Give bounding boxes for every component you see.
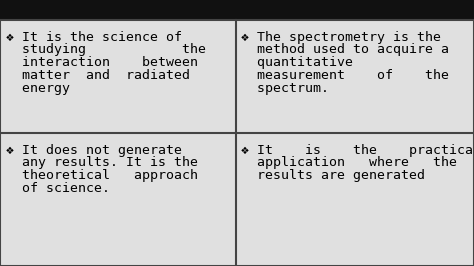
Text: energy: energy [6,82,70,95]
Text: matter  and  radiated: matter and radiated [6,69,190,82]
Text: ❖ It does not generate: ❖ It does not generate [6,144,182,157]
Text: results are generated: results are generated [241,169,425,182]
Text: ❖ It    is    the    practical: ❖ It is the practical [241,144,474,157]
Text: application   where   the: application where the [241,156,457,169]
Text: interaction    between: interaction between [6,56,198,69]
Text: ❖ The spectrometry is the: ❖ The spectrometry is the [241,31,441,44]
Bar [0,0,474,20]
Text: studying            the: studying the [6,43,206,56]
Text: quantitative: quantitative [241,56,353,69]
Text: ❖ It is the science of: ❖ It is the science of [6,31,182,44]
Text: any results. It is the: any results. It is the [6,156,198,169]
Text: of science.: of science. [6,182,109,195]
Text: spectrum.: spectrum. [241,82,329,95]
Text: method used to acquire a: method used to acquire a [241,43,449,56]
Text: theoretical   approach: theoretical approach [6,169,198,182]
Text: measurement    of    the: measurement of the [241,69,449,82]
